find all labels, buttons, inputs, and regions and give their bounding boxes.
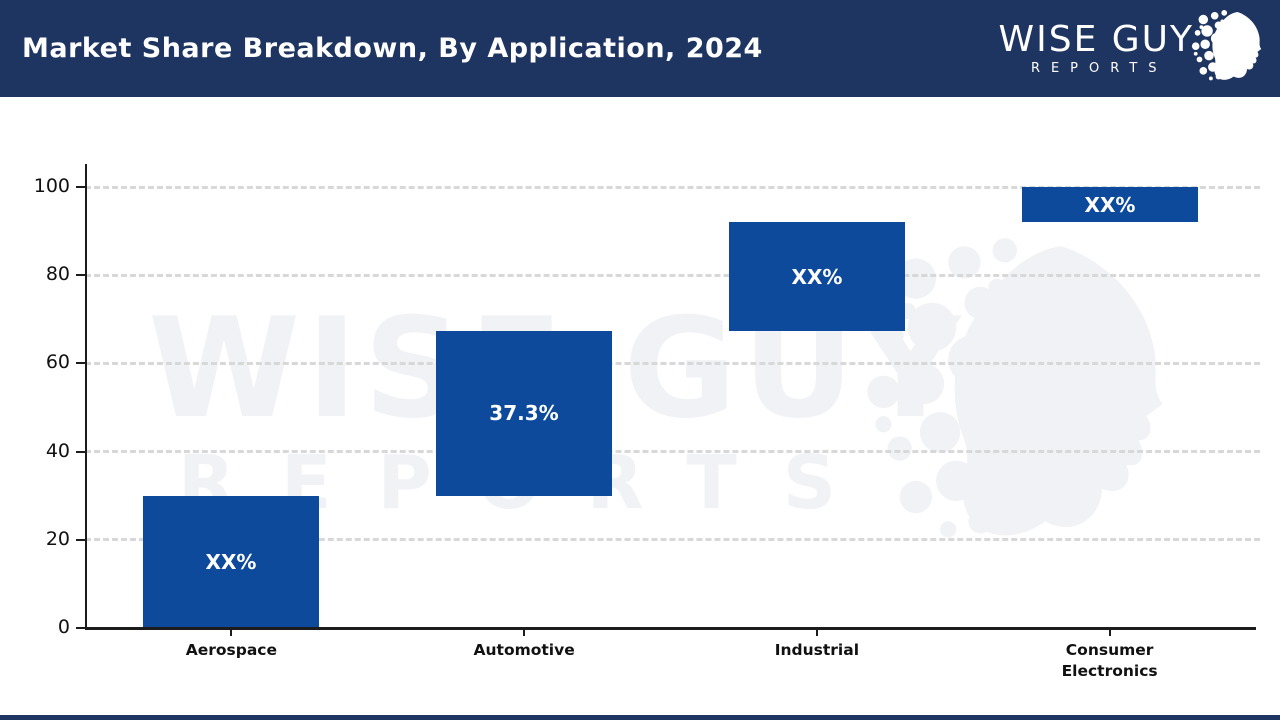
x-tick-mark — [523, 628, 526, 636]
y-tick-mark — [76, 627, 85, 629]
x-axis-label: Automotive — [473, 641, 575, 659]
y-tick-label: 40 — [45, 439, 70, 462]
y-gridline — [85, 538, 1260, 542]
y-axis-line — [85, 164, 87, 630]
header-bar: Market Share Breakdown, By Application, … — [0, 0, 1280, 97]
x-axis-label: Industrial — [774, 641, 860, 659]
y-gridline — [85, 361, 1260, 365]
x-axis-label: Consumer Electronics — [1061, 641, 1158, 680]
bar-value-label: XX% — [205, 549, 257, 574]
x-axis-label: Aerospace — [185, 641, 278, 659]
y-gridline — [85, 450, 1260, 454]
bar-value-label: XX% — [791, 264, 843, 289]
y-tick-label: 0 — [57, 616, 70, 638]
bar-segment: 37.3% — [436, 331, 612, 496]
y-tick-mark — [76, 450, 85, 453]
bar-segment: XX% — [1022, 187, 1198, 223]
y-tick-mark — [76, 274, 85, 277]
y-gridline — [85, 273, 1260, 277]
y-tick-label: 20 — [45, 527, 70, 550]
y-tick-mark — [76, 362, 85, 365]
x-axis-line — [85, 627, 1256, 630]
y-tick-mark — [76, 186, 85, 188]
y-gridline — [85, 185, 1260, 189]
logo-wordmark: WISE GUY — [998, 19, 1194, 60]
x-tick-mark — [815, 628, 818, 636]
logo-face-icon — [1190, 6, 1266, 92]
y-tick-label: 60 — [45, 351, 70, 374]
y-tick-mark — [76, 538, 85, 541]
y-tick-label: 80 — [45, 263, 70, 286]
page-title: Market Share Breakdown, By Application, … — [22, 33, 763, 64]
x-tick-mark — [1108, 628, 1111, 636]
bar-value-label: XX% — [1084, 192, 1136, 217]
bar-value-label: 37.3% — [489, 401, 559, 426]
wise-guy-reports-logo: WISE GUY REPORTS — [999, 6, 1267, 92]
logo-subtitle: REPORTS — [1030, 61, 1168, 76]
x-tick-mark — [230, 628, 233, 636]
bar-segment: XX% — [729, 222, 905, 332]
bar-segment: XX% — [143, 495, 319, 628]
y-tick-label: 100 — [33, 175, 70, 197]
footer-strip — [0, 715, 1280, 720]
